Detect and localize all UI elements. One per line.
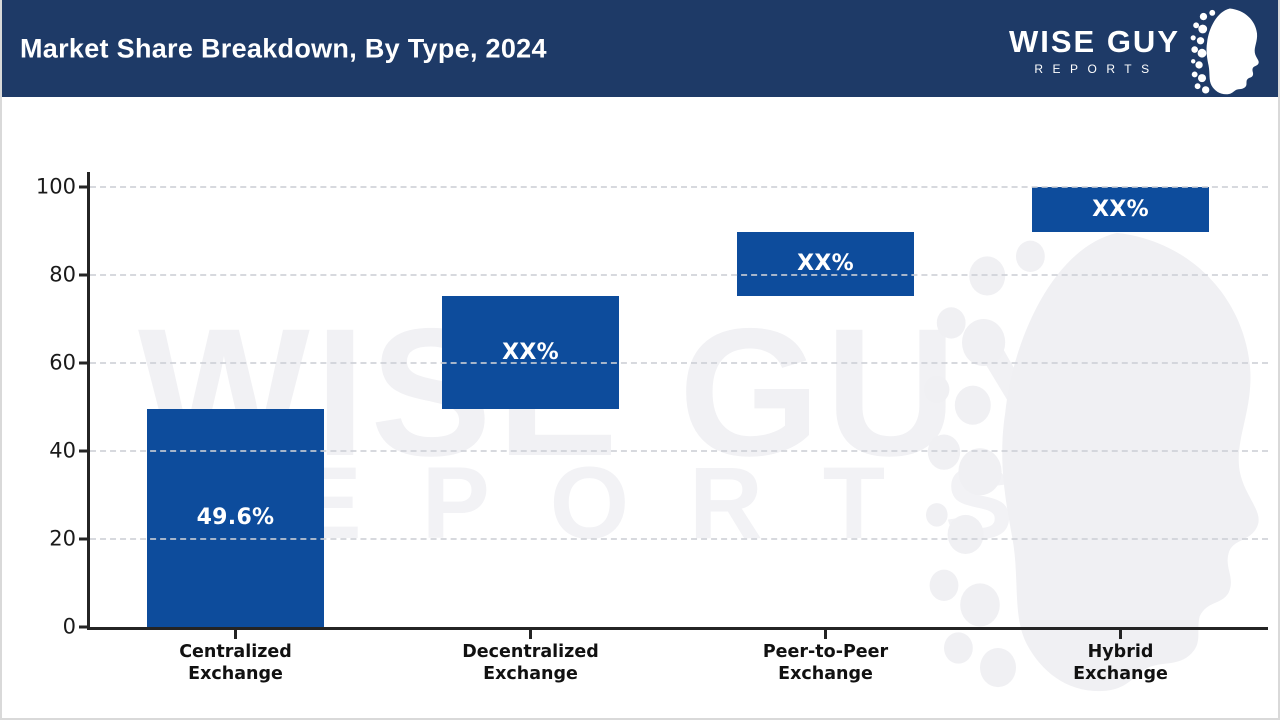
- bar-decentralized-exchange: XX%: [442, 296, 619, 409]
- gridline-60: [90, 362, 1268, 364]
- bar-value-label: XX%: [797, 251, 854, 277]
- x-tick-mark-1: [234, 630, 237, 639]
- bar-value-label: 49.6%: [196, 505, 275, 531]
- y-tick-mark-20: [79, 537, 88, 541]
- header-bar: Market Share Breakdown, By Type, 2024 WI…: [0, 0, 1280, 97]
- gridline-20: [90, 538, 1268, 540]
- gridline-100: [90, 186, 1268, 188]
- x-category-label-4: Hybrid Exchange: [1073, 642, 1168, 684]
- x-category-label-3: Peer-to-Peer Exchange: [762, 642, 889, 684]
- x-tick-mark-4: [1119, 630, 1122, 639]
- y-tick-label-80: 80: [49, 262, 76, 287]
- brand-logo: WISE GUY REPORTS: [1009, 4, 1266, 95]
- wiseguy-face-icon: [1190, 8, 1259, 95]
- watermark-face-icon: [924, 232, 1259, 692]
- brand-name-label: WISE GUY: [1008, 24, 1180, 59]
- gridline-40: [90, 450, 1268, 452]
- y-tick-label-60: 60: [49, 350, 76, 375]
- y-tick-mark-100: [79, 185, 88, 189]
- x-axis-line: [87, 627, 1268, 630]
- gridline-80: [90, 274, 1268, 276]
- brand-reports-label: REPORTS: [1034, 62, 1159, 76]
- x-tick-mark-2: [529, 630, 532, 639]
- y-tick-mark-60: [79, 361, 88, 365]
- y-tick-mark-40: [79, 449, 88, 453]
- bar-value-label: XX%: [502, 339, 559, 365]
- bar-peer-to-peer-exchange: XX%: [737, 231, 914, 297]
- y-tick-mark-80: [79, 273, 88, 277]
- x-category-label-2: Decentralized Exchange: [462, 642, 599, 684]
- page-title: Market Share Breakdown, By Type, 2024: [20, 33, 547, 63]
- bar-centralized-exchange: 49.6%: [147, 408, 324, 627]
- y-tick-mark-0: [79, 625, 88, 629]
- y-tick-label-100: 100: [35, 174, 76, 199]
- x-category-label-1: Centralized Exchange: [179, 642, 292, 684]
- x-tick-mark-3: [824, 630, 827, 639]
- y-tick-label-20: 20: [49, 526, 76, 551]
- y-axis-line: [87, 172, 90, 630]
- y-tick-label-0: 0: [62, 614, 76, 639]
- brand-wordmark: WISE GUY REPORTS: [1009, 26, 1180, 76]
- y-tick-label-40: 40: [49, 438, 76, 463]
- bar-hybrid-exchange: XX%: [1032, 187, 1209, 232]
- bar-value-label: XX%: [1092, 196, 1149, 222]
- chart-plot-area: WISE GUY REPORTS 0 20 40 60 80 100 49.6% Centra…: [0, 97, 1280, 720]
